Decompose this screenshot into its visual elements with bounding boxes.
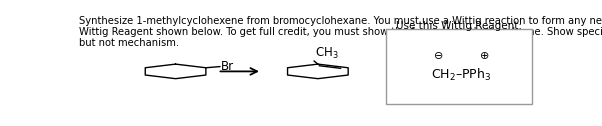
Text: $\ominus$: $\ominus$ [433,50,443,61]
FancyBboxPatch shape [385,29,533,104]
Text: CH$_2$–PPh$_3$: CH$_2$–PPh$_3$ [431,67,491,83]
Text: Wittig Reagent shown below. To get full credit, you must show the forward synthe: Wittig Reagent shown below. To get full … [79,27,602,37]
Text: Synthesize 1-methylcyclohexene from bromocyclohexane. You must use a Wittig reac: Synthesize 1-methylcyclohexene from brom… [79,16,602,26]
Text: CH$_3$: CH$_3$ [315,45,339,60]
Text: Br: Br [221,60,234,73]
Text: $\oplus$: $\oplus$ [479,50,490,61]
Text: Use this Wittig Reagent:: Use this Wittig Reagent: [396,21,522,31]
Text: but not mechanism.: but not mechanism. [79,38,179,48]
